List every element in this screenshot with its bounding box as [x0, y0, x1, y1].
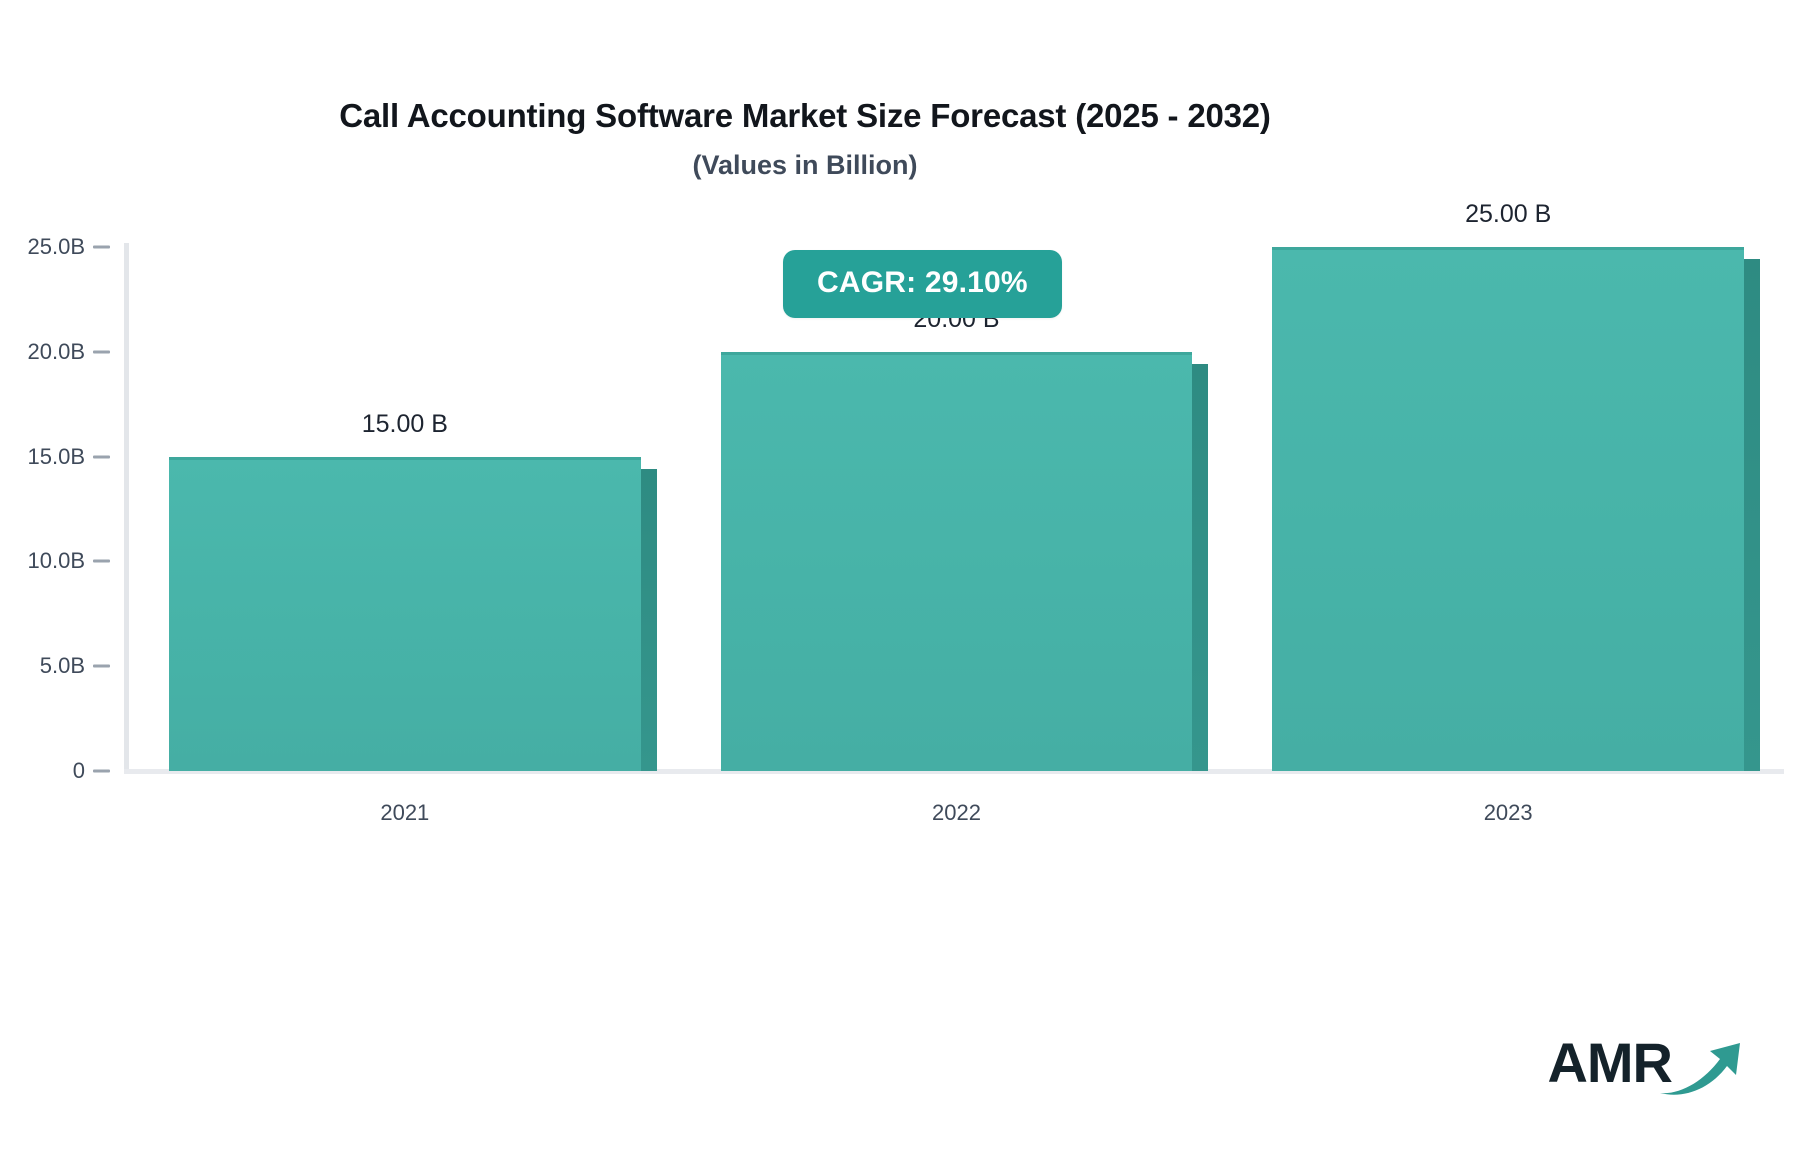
cagr-badge: CAGR: 29.10% — [783, 250, 1062, 318]
bar-side-face — [1192, 363, 1209, 771]
y-axis-tick-label: 15.0B — [27, 443, 86, 469]
y-axis-tick-mark — [93, 559, 110, 563]
y-axis-line — [124, 243, 129, 772]
y-axis-tick-mark — [93, 245, 110, 249]
bar-value-label: 15.00 B — [361, 409, 448, 438]
bar-front-face — [168, 456, 641, 771]
chart-subtitle: (Values in Billion) — [692, 149, 918, 180]
logo-text: AMR — [1547, 1030, 1673, 1094]
bar-side-face — [640, 468, 657, 771]
title-block: Call Accounting Software Market Size For… — [0, 96, 1610, 181]
bar-side-face — [1744, 259, 1760, 771]
page-title: Call Accounting Software Market Size For… — [339, 97, 1271, 134]
bar-column[interactable]: 25.00 B 2023 — [1272, 0, 1760, 825]
y-axis-tick-labels: 0 5.0B 10.0B 15.0B 20.0B 25.0B — [0, 0, 86, 1156]
x-axis-line — [124, 769, 1784, 774]
y-axis-tick-mark — [93, 664, 110, 668]
y-axis-tick-label: 20.0B — [27, 338, 86, 364]
bar-top-edge — [168, 456, 641, 460]
y-axis-tick-mark — [93, 769, 110, 773]
x-axis-tick-label: 2023 — [1483, 800, 1533, 825]
y-axis-tick-label: 0 — [72, 758, 85, 783]
y-axis-tick-label: 25.0B — [27, 234, 86, 259]
bar-top-edge — [1272, 247, 1744, 250]
amr-logo: AMR — [1547, 1021, 1744, 1104]
bar-value-label: 25.00 B — [1465, 200, 1552, 228]
y-axis-tick-label: 5.0B — [39, 653, 85, 679]
growth-arrow-icon — [1656, 1035, 1744, 1104]
x-axis-tick-label: 2021 — [380, 800, 430, 825]
y-axis-tick-mark — [93, 455, 110, 459]
y-axis-tick-mark — [93, 350, 110, 354]
bar-column[interactable]: 15.00 B 2021 — [168, 0, 657, 825]
bar-front-face — [720, 351, 1193, 771]
y-axis-tick-label: 10.0B — [27, 548, 86, 574]
bar-top-edge — [720, 351, 1193, 355]
bar-column[interactable]: 20.00 B 2022 — [720, 0, 1209, 825]
x-axis-tick-label: 2022 — [932, 800, 981, 825]
bar-front-face — [1272, 247, 1744, 771]
